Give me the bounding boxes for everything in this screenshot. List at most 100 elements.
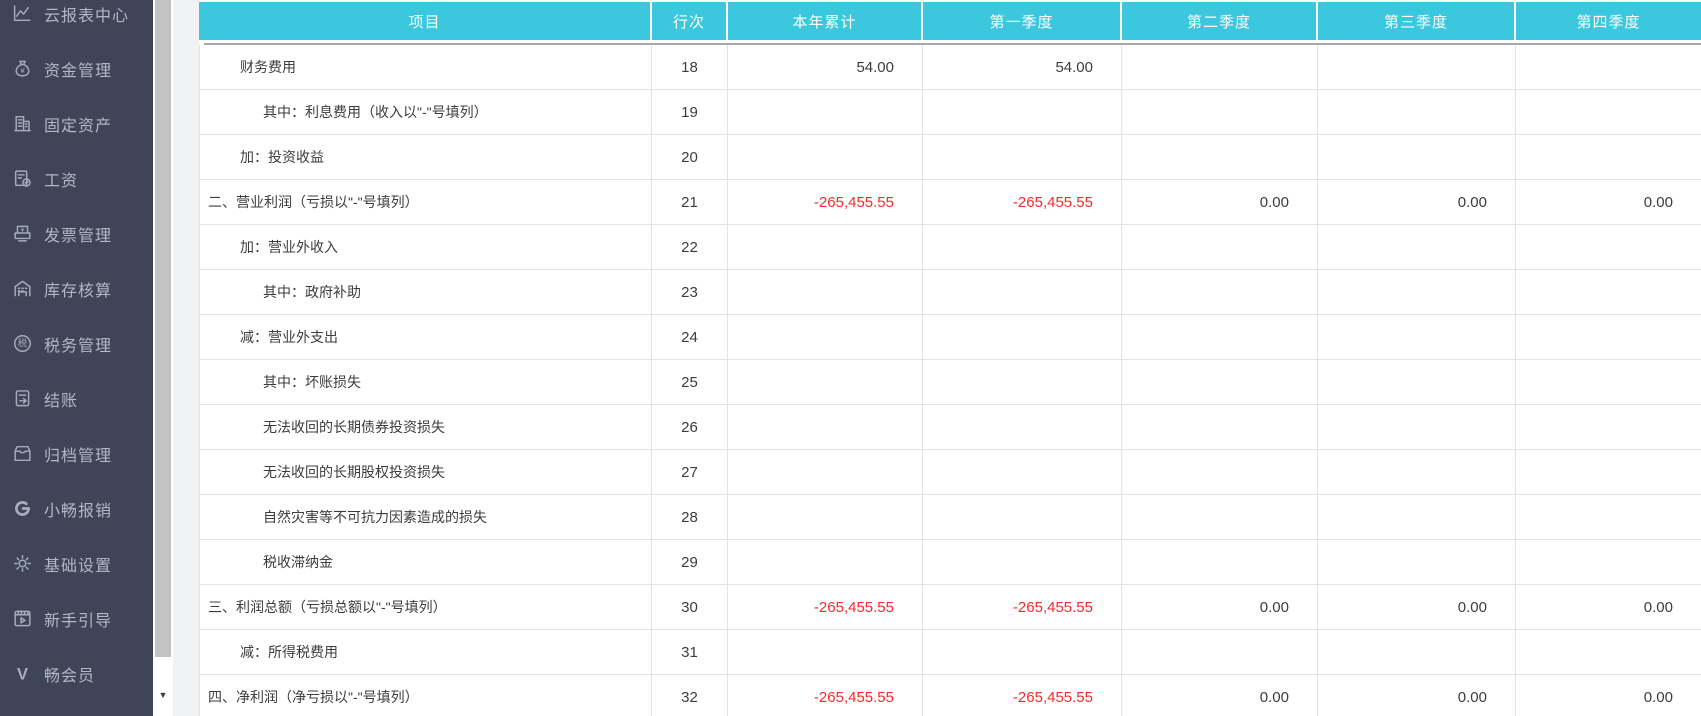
sidebar-item-label: 固定资产 (44, 117, 113, 135)
item-cell: 四、净利润（净亏损以"-"号填列） (199, 675, 652, 716)
ytd-value-cell (728, 450, 923, 494)
item-cell: 加：投资收益 (199, 135, 652, 179)
sidebar-item-label: 发票管理 (44, 227, 113, 245)
scrollbar-thumb[interactable] (155, 0, 171, 657)
q2-value-cell (1122, 135, 1318, 179)
ytd-value-cell (728, 90, 923, 134)
q4-value-cell (1516, 405, 1701, 449)
closing-book-icon (9, 388, 35, 410)
line-number-cell: 26 (652, 405, 728, 449)
q2-value-cell (1122, 540, 1318, 584)
q1-value-cell (923, 360, 1122, 404)
q3-value-cell (1318, 540, 1516, 584)
item-cell: 其中：政府补助 (199, 270, 652, 314)
q1-value-cell (923, 225, 1122, 269)
video-guide-icon (9, 608, 35, 630)
svg-text:¥: ¥ (20, 66, 25, 75)
item-cell: 税收滞纳金 (199, 540, 652, 584)
q3-value-cell (1318, 360, 1516, 404)
gear-icon (9, 553, 35, 575)
xiaochang-logo-icon (9, 498, 35, 520)
line-number-cell: 29 (652, 540, 728, 584)
line-number-cell: 30 (652, 585, 728, 629)
column-header-q1: 第一季度 (923, 2, 1122, 40)
building-icon (9, 113, 35, 135)
q2-value-cell (1122, 45, 1318, 89)
sidebar-item-label: 基础设置 (44, 557, 113, 575)
q3-value-cell (1318, 90, 1516, 134)
q1-value-cell: 54.00 (923, 45, 1122, 89)
ytd-value-cell: -265,455.55 (728, 585, 923, 629)
profit-statement-table: 项目 行次 本年累计 第一季度 第二季度 第三季度 第四季度 财务费用 18 54.00 54.0… (199, 0, 1701, 716)
ytd-value-cell: -265,455.55 (728, 675, 923, 716)
q3-value-cell: 0.00 (1318, 585, 1516, 629)
table-row: 无法收回的长期股权投资损失 27 (199, 450, 1701, 495)
sidebar-item-archive-management[interactable]: 归档管理 (0, 426, 153, 481)
sidebar-item-label: 小畅报销 (44, 502, 113, 520)
item-cell: 其中：坏账损失 (199, 360, 652, 404)
table-row: 减：所得税费用 31 (199, 630, 1701, 675)
sidebar-item-basic-settings[interactable]: 基础设置 (0, 536, 153, 591)
q1-value-cell (923, 90, 1122, 134)
svg-text:¥: ¥ (20, 227, 24, 234)
sidebar-item-label: 畅会员 (44, 667, 96, 685)
q4-value-cell: 0.00 (1643, 193, 1673, 211)
sidebar-item-cloud-report-center[interactable]: 云报表中心 (0, 0, 153, 41)
sidebar-item-closing[interactable]: 结账 (0, 371, 153, 426)
table-row: 加：投资收益 20 (199, 135, 1701, 180)
item-cell: 无法收回的长期股权投资损失 (199, 450, 652, 494)
scrollbar-down-arrow-icon[interactable]: ▼ (158, 690, 168, 700)
q1-value-cell: -265,455.55 (923, 180, 1122, 224)
sidebar-item-fund-management[interactable]: ¥ 资金管理 (0, 41, 153, 96)
item-cell: 二、营业利润（亏损以"-"号填列） (199, 180, 652, 224)
line-number-cell: 32 (652, 675, 728, 716)
line-number-cell: 25 (652, 360, 728, 404)
q2-value-cell: 0.00 (1122, 675, 1318, 716)
q2-value-cell (1122, 630, 1318, 674)
sidebar-item-inventory-accounting[interactable]: 库存核算 (0, 261, 153, 316)
line-number-cell: 22 (652, 225, 728, 269)
sidebar-item-label: 新手引导 (44, 612, 113, 630)
q3-value-cell (1318, 135, 1516, 179)
q3-value-cell (1318, 630, 1516, 674)
q4-value-cell (1516, 630, 1701, 674)
q2-value-cell (1122, 270, 1318, 314)
q1-value-cell (923, 405, 1122, 449)
tax-coin-icon: 税 (9, 333, 35, 355)
table-row: 无法收回的长期债券投资损失 26 (199, 405, 1701, 450)
column-header-q4: 第四季度 (1516, 2, 1701, 40)
sidebar-scrollbar[interactable]: ▼ (153, 0, 173, 716)
sidebar-item-fixed-assets[interactable]: 固定资产 (0, 96, 153, 151)
q3-value-cell (1318, 225, 1516, 269)
calculator-icon (9, 168, 35, 190)
sidebar-item-tax-management[interactable]: 税 税务管理 (0, 316, 153, 371)
item-cell: 减：营业外支出 (199, 315, 652, 359)
sidebar-item-chang-member[interactable]: V 畅会员 (0, 646, 153, 701)
sidebar-item-payroll[interactable]: 工资 (0, 151, 153, 206)
money-bag-icon: ¥ (9, 58, 35, 80)
item-cell: 无法收回的长期债券投资损失 (199, 405, 652, 449)
sidebar-item-newbie-guide[interactable]: 新手引导 (0, 591, 153, 646)
ytd-value-cell: 54.00 (728, 45, 923, 89)
sidebar-item-label: 结账 (44, 392, 79, 410)
sidebar-item-xiaochang-reimburse[interactable]: 小畅报销 (0, 481, 153, 536)
ytd-value-cell (728, 495, 923, 539)
archive-icon (9, 443, 35, 465)
q4-value-cell (1516, 360, 1701, 404)
q1-value-cell (923, 540, 1122, 584)
q1-value-cell: -265,455.55 (923, 585, 1122, 629)
q3-value-cell (1318, 315, 1516, 359)
q4-value-cell (1516, 135, 1701, 179)
q3-value-cell: 0.00 (1318, 675, 1516, 716)
sidebar-item-label: 资金管理 (44, 62, 113, 80)
line-number-cell: 27 (652, 450, 728, 494)
ytd-value-cell (728, 540, 923, 584)
q4-value-cell (1516, 270, 1701, 314)
table-row: 减：营业外支出 24 (199, 315, 1701, 360)
q2-value-cell (1122, 225, 1318, 269)
q2-value-cell (1122, 495, 1318, 539)
line-number-cell: 20 (652, 135, 728, 179)
sidebar-item-invoice-management[interactable]: ¥ 发票管理 (0, 206, 153, 261)
q4-value-cell (1516, 45, 1701, 89)
table-row: 税收滞纳金 29 (199, 540, 1701, 585)
